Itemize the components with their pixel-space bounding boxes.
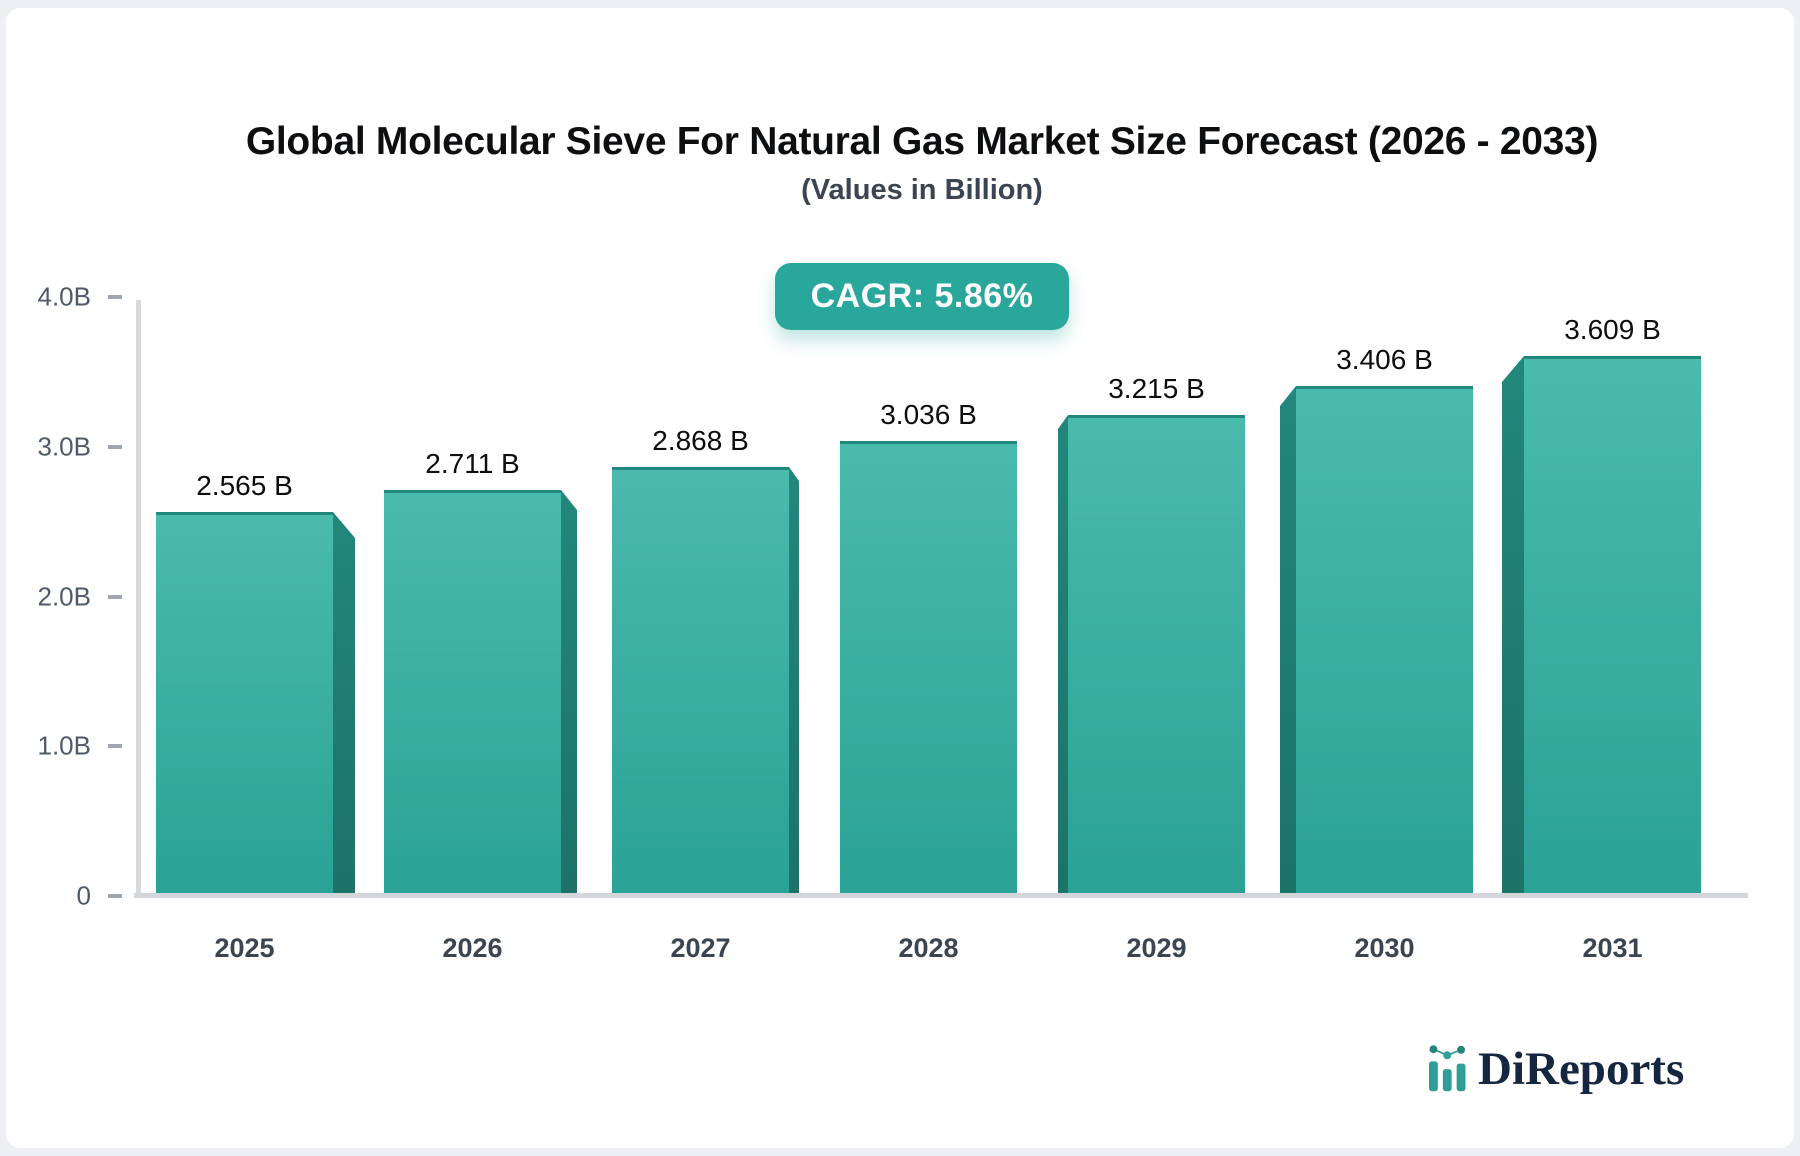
cagr-badge-row: CAGR: 5.86% <box>116 263 1728 330</box>
y-tick-label: 3.0B <box>37 431 92 462</box>
y-tick-dash <box>108 295 122 299</box>
value-label: 3.406 B <box>1336 344 1433 375</box>
bar-face <box>1524 356 1701 896</box>
bar-side-3d <box>1280 386 1296 896</box>
y-tick-label: 1.0B <box>37 730 92 761</box>
brand-logo-icon <box>1429 1045 1466 1092</box>
bar-face <box>384 490 561 896</box>
brand-logo-text: DiReports <box>1478 1043 1685 1095</box>
x-axis-line <box>134 893 1748 898</box>
bar-side-3d <box>1502 356 1524 896</box>
y-tick-label: 0 <box>76 880 91 911</box>
value-label: 2.565 B <box>196 470 293 501</box>
bar-2025: 2.565 B 2025 <box>156 470 355 963</box>
value-label: 3.609 B <box>1564 314 1661 345</box>
plot-area: 4.0B 3.0B 2.0B 1.0B 0 2.565 B 2025 2.711 B 2026 2… <box>38 282 1748 963</box>
bar-face <box>1068 415 1245 896</box>
x-tick-label: 2025 <box>214 933 275 963</box>
x-tick-label: 2029 <box>1126 933 1187 963</box>
value-label: 3.036 B <box>880 399 977 430</box>
bar-2030: 3.406 B 2030 <box>1280 344 1473 963</box>
brand-logo: DiReports <box>1429 1044 1684 1093</box>
chart-card: Global Molecular Sieve For Natural Gas M… <box>6 8 1794 1148</box>
y-tick-dash <box>108 444 122 449</box>
bar-side-3d <box>1058 415 1068 896</box>
bar-2026: 2.711 B 2026 <box>384 448 577 963</box>
x-tick-label: 2030 <box>1354 933 1415 963</box>
y-axis-line <box>136 300 141 896</box>
x-tick-label: 2026 <box>442 933 503 963</box>
chart-title: Global Molecular Sieve For Natural Gas M… <box>245 120 1599 163</box>
chart-subtitle: (Values in Billion) <box>801 174 1043 206</box>
bar-side-3d <box>561 490 577 896</box>
value-label: 3.215 B <box>1108 373 1205 404</box>
y-tick-label: 2.0B <box>37 581 92 611</box>
bar-face <box>1296 386 1473 896</box>
cagr-badge: CAGR: 5.86% <box>774 263 1070 330</box>
value-label: 2.711 B <box>425 448 520 479</box>
bar-side-3d <box>789 467 799 896</box>
bar-2027: 2.868 B 2027 <box>612 425 799 963</box>
bar-face <box>612 467 789 896</box>
x-tick-label: 2031 <box>1582 933 1643 963</box>
bar-face <box>156 512 333 896</box>
bar-side-3d <box>333 512 355 896</box>
y-tick-dash <box>108 744 122 749</box>
bar-2029: 3.215 B 2029 <box>1058 373 1245 963</box>
bar-2028: 3.036 B 2028 <box>840 399 1017 963</box>
bar-face <box>840 441 1017 896</box>
x-tick-label: 2028 <box>898 933 959 963</box>
y-tick-label: 4.0B <box>37 281 92 312</box>
x-tick-label: 2027 <box>670 933 731 963</box>
value-label: 2.868 B <box>652 425 749 456</box>
y-tick-dash <box>108 894 122 898</box>
y-tick-dash <box>108 594 122 599</box>
bar-2031: 3.609 B 2031 <box>1502 314 1701 963</box>
